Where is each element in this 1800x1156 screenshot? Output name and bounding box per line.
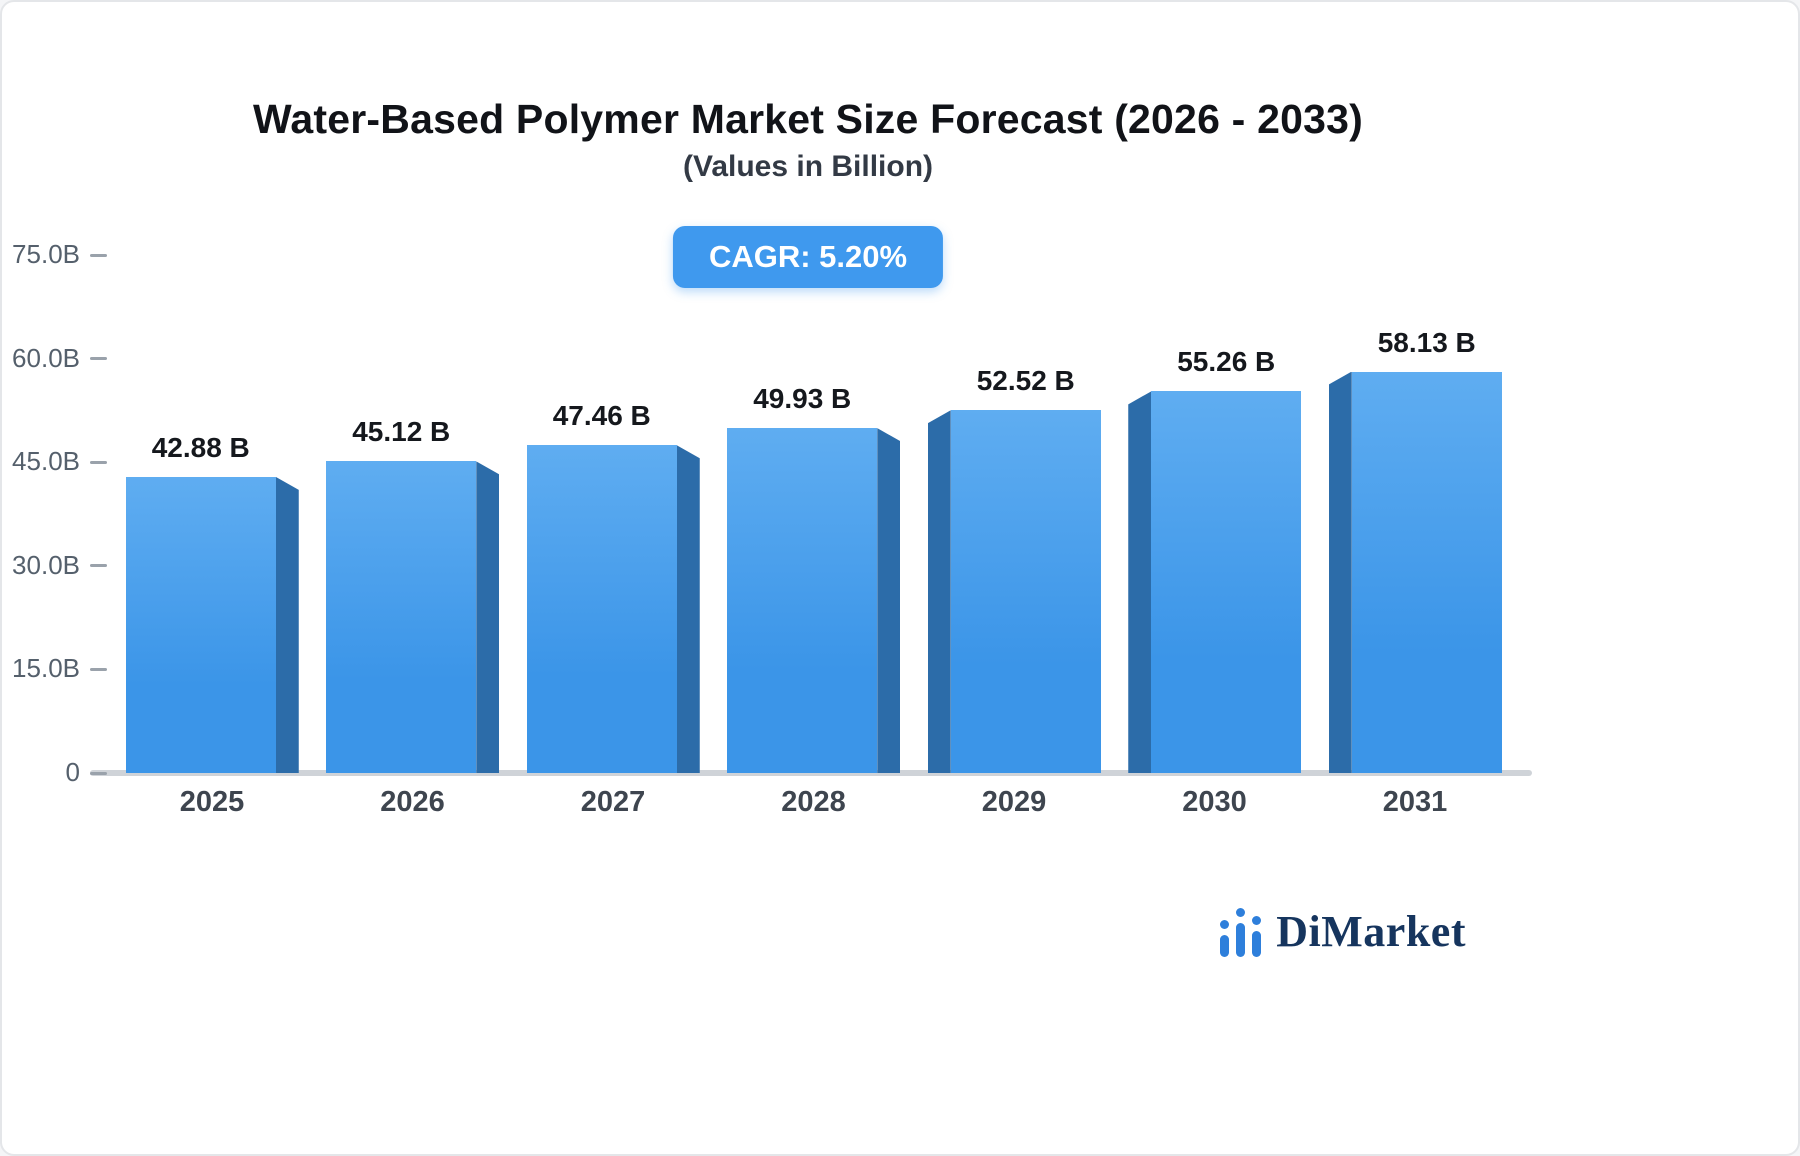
bar-main-face [1151, 391, 1302, 773]
y-tick-label: 75.0B [12, 239, 80, 269]
bar-side-face [476, 461, 500, 773]
bar-value-label: 49.93 B [753, 383, 852, 415]
bar-value-label: 55.26 B [1177, 346, 1276, 378]
y-tick-label: 15.0B [12, 653, 80, 684]
logo-text: DiMarket [1276, 906, 1466, 956]
bar-chart-logo-icon [1220, 905, 1262, 957]
x-tick-label-2026: 2026 [380, 786, 445, 818]
bar-value-label: 52.52 B [976, 365, 1075, 397]
bar-side-face [676, 445, 700, 773]
chart-title: Water-Based Polymer Market Size Forecast… [253, 96, 1363, 142]
y-tick-label: 30.0B [12, 549, 80, 580]
chart-subtitle: (Values in Billion) [682, 150, 934, 183]
x-tick-label-2030: 2030 [1182, 786, 1247, 818]
bar-side-face [927, 410, 951, 773]
dimarket-logo: DiMarket [1220, 905, 1466, 957]
bar-value-label: 42.88 B [151, 431, 250, 463]
bar-2028 [727, 428, 901, 773]
x-tick-label-2029: 2029 [981, 786, 1047, 818]
y-tick-label: 0 [65, 757, 80, 787]
bar-main-face [526, 445, 677, 773]
bar-2025 [125, 476, 299, 773]
x-axis-line [90, 770, 1532, 776]
x-tick-label-2027: 2027 [580, 786, 646, 818]
bar-2026 [326, 461, 500, 773]
x-tick-label-2025: 2025 [179, 786, 245, 818]
y-tick-mark [90, 564, 107, 568]
bar-main-face [1351, 371, 1502, 773]
bar-2029 [927, 410, 1101, 773]
y-tick-label: 45.0B [12, 446, 80, 477]
x-tick-label-2031: 2031 [1382, 786, 1448, 818]
bar-2031 [1328, 371, 1502, 773]
bar-main-face [950, 410, 1101, 773]
bar-side-face [877, 428, 901, 773]
y-tick-mark [90, 357, 107, 361]
cagr-badge: CAGR: 5.20% [672, 226, 944, 288]
bar-value-label: 58.13 B [1377, 326, 1476, 358]
x-tick-label-2028: 2028 [781, 786, 846, 818]
bar-main-face [727, 428, 878, 773]
bar-side-face [275, 476, 299, 773]
bar-value-label: 47.46 B [552, 400, 651, 432]
bar-2027 [526, 445, 700, 773]
bar-main-face [125, 476, 276, 773]
y-tick-mark [90, 771, 107, 775]
bar-value-label: 45.12 B [352, 416, 451, 448]
bar-side-face [1128, 391, 1152, 773]
y-tick-label: 60.0B [12, 342, 80, 373]
bar-2030 [1128, 391, 1302, 773]
y-tick-mark [90, 253, 107, 257]
bar-main-face [326, 461, 477, 773]
y-tick-mark [90, 460, 107, 464]
y-tick-mark [90, 667, 107, 671]
bar-side-face [1328, 371, 1352, 773]
